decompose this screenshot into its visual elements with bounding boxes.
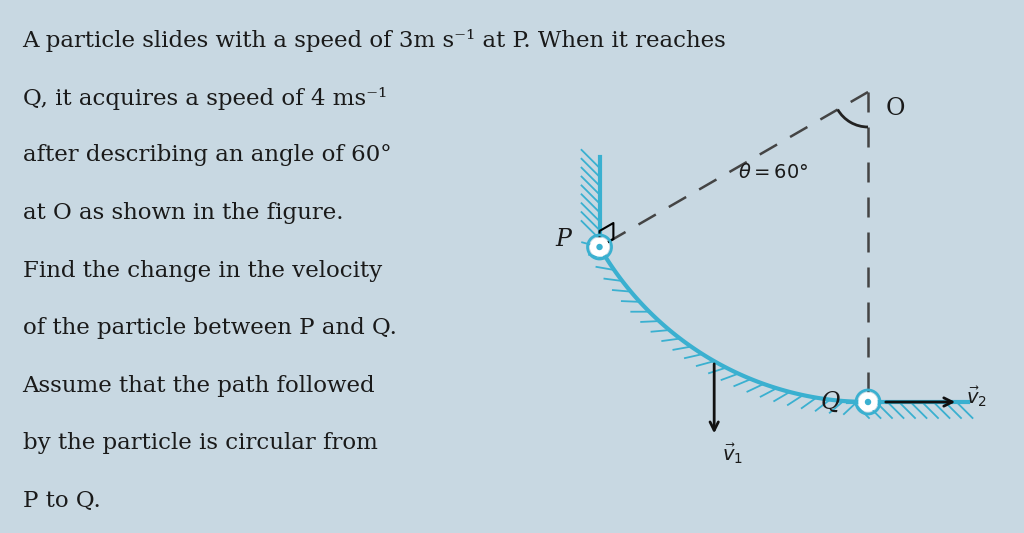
Text: $\vec{v}_2$: $\vec{v}_2$ xyxy=(966,385,987,409)
Text: A particle slides with a speed of 3m s⁻¹ at P. When it reaches: A particle slides with a speed of 3m s⁻¹… xyxy=(23,29,726,52)
Text: $\theta = 60°$: $\theta = 60°$ xyxy=(737,163,808,182)
Circle shape xyxy=(597,245,602,249)
Text: Q, it acquires a speed of 4 ms⁻¹: Q, it acquires a speed of 4 ms⁻¹ xyxy=(23,87,387,110)
Circle shape xyxy=(591,238,608,256)
Text: P to Q.: P to Q. xyxy=(23,490,100,512)
Circle shape xyxy=(865,400,870,405)
Text: Find the change in the velocity: Find the change in the velocity xyxy=(23,260,382,281)
Text: P: P xyxy=(556,228,571,251)
Text: by the particle is circular from: by the particle is circular from xyxy=(23,432,378,454)
Text: Assume that the path followed: Assume that the path followed xyxy=(23,375,375,397)
Text: Q: Q xyxy=(820,391,840,414)
Circle shape xyxy=(859,393,877,411)
Text: of the particle between P and Q.: of the particle between P and Q. xyxy=(23,317,396,339)
Text: after describing an angle of 60°: after describing an angle of 60° xyxy=(23,144,391,166)
Text: at O as shown in the figure.: at O as shown in the figure. xyxy=(23,202,343,224)
Text: $\vec{v}_1$: $\vec{v}_1$ xyxy=(722,441,743,466)
Text: O: O xyxy=(886,97,905,120)
